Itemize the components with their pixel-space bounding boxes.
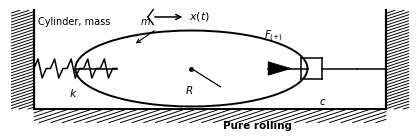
Text: k: k xyxy=(70,89,77,99)
Text: $m$: $m$ xyxy=(140,17,151,27)
Text: $x(t)$: $x(t)$ xyxy=(189,10,210,23)
Polygon shape xyxy=(268,62,291,75)
Text: Cylinder, mass: Cylinder, mass xyxy=(38,17,114,27)
Text: c: c xyxy=(319,97,325,107)
Text: R: R xyxy=(186,86,193,96)
Text: Pure rolling: Pure rolling xyxy=(223,121,292,131)
Text: $F_{(+)}$: $F_{(+)}$ xyxy=(264,29,283,44)
